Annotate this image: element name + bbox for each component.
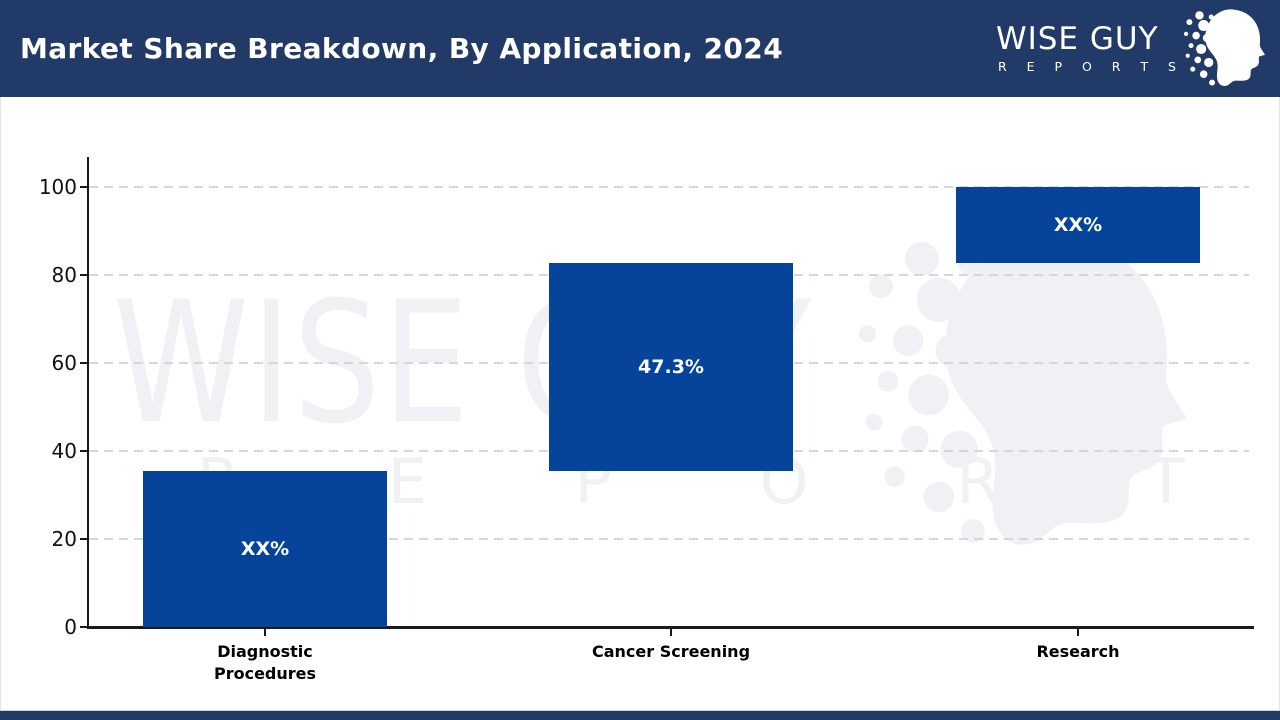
plot: 0 20 40 60 80 100 XX% Diagnostic Procedures 47.3… — [1, 97, 1279, 710]
header-bar: Market Share Breakdown, By Application, … — [0, 0, 1280, 97]
brand-subtitle: R E P O R T S — [997, 58, 1184, 74]
y-tick-label-80: 80 — [51, 263, 77, 287]
x-category-label-3: Research — [1036, 642, 1120, 661]
x-axis — [87, 626, 1254, 629]
y-axis — [87, 157, 89, 629]
footer-bar — [0, 711, 1280, 720]
y-tick-label-60: 60 — [51, 351, 77, 375]
y-tick-mark-100 — [80, 186, 88, 188]
x-category-label-1: Diagnostic Procedures — [213, 642, 317, 683]
x-tick-mark-2 — [670, 629, 672, 636]
bar-diagnostic-procedures: XX% — [143, 471, 387, 627]
y-tick-mark-80 — [80, 274, 88, 276]
bar-research: XX% — [956, 187, 1200, 264]
y-tick-label-20: 20 — [51, 527, 77, 551]
bar-value-label: XX% — [1053, 214, 1103, 237]
chart-area: WISE GUY R E P O R T S 020406080100XX%Di… — [0, 97, 1280, 710]
bar-value-label: 47.3% — [638, 356, 704, 379]
y-tick-mark-40 — [80, 450, 88, 452]
page-title: Market Share Breakdown, By Application, … — [20, 32, 784, 65]
gridline-100 — [89, 186, 1249, 188]
gridline-20 — [89, 538, 1249, 540]
y-tick-label-100: 100 — [38, 175, 77, 199]
y-tick-mark-0 — [80, 626, 88, 628]
bar-cancer-screening: 47.3% — [549, 263, 793, 472]
y-tick-label-40: 40 — [51, 439, 77, 463]
x-category-label-2: Cancer Screening — [591, 642, 751, 661]
brand-logo: WISE GUY R E P O R T S — [996, 7, 1266, 91]
x-tick-mark-3 — [1077, 629, 1079, 636]
x-tick-mark-1 — [264, 629, 266, 636]
y-tick-mark-60 — [80, 362, 88, 364]
brand-name: WISE GUY — [995, 21, 1159, 58]
y-tick-mark-20 — [80, 538, 88, 540]
y-tick-label-0: 0 — [64, 615, 77, 639]
wiseguy-face-icon — [1180, 7, 1266, 91]
footer-divider — [0, 710, 1280, 711]
brand-text: WISE GUY R E P O R T S — [996, 23, 1184, 74]
bar-value-label: XX% — [240, 538, 290, 561]
